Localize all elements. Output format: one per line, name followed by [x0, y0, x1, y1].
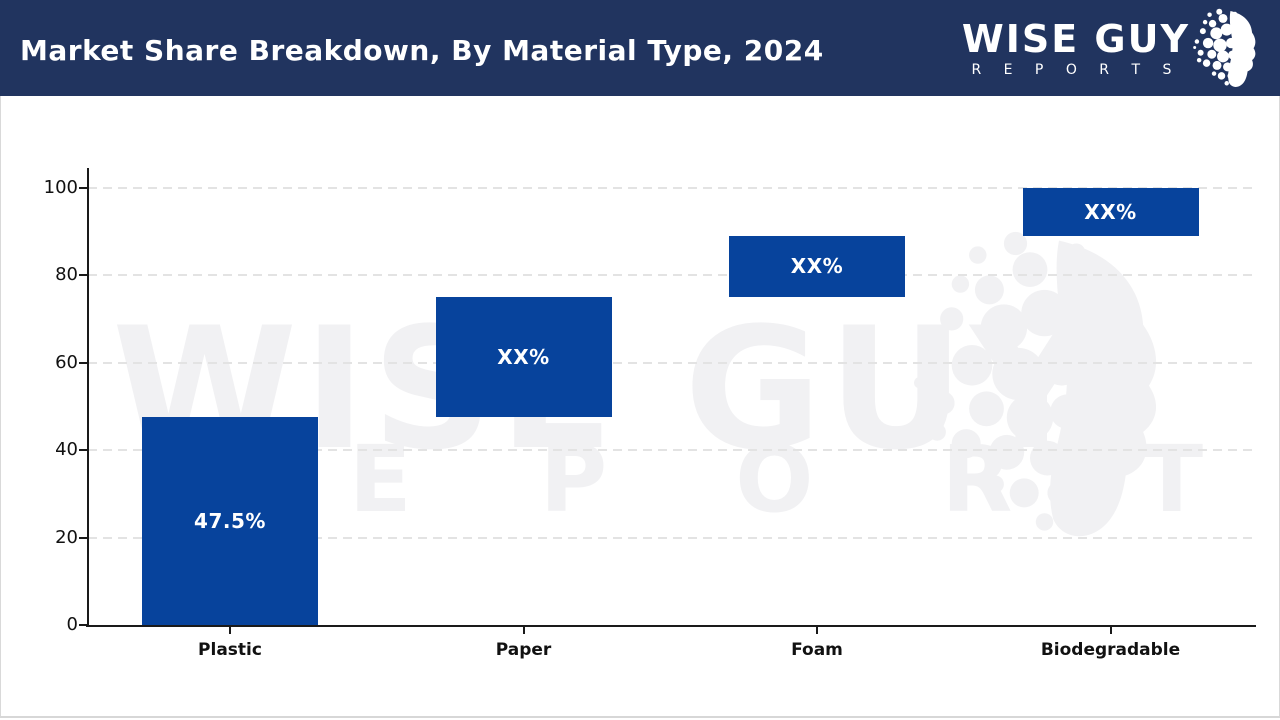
- y-tick-mark: [79, 449, 87, 451]
- y-tick-mark: [79, 186, 87, 189]
- dotted-head-icon: [1193, 8, 1256, 87]
- y-tick-label: 40: [55, 439, 78, 460]
- y-tick-mark: [79, 361, 87, 364]
- bar-value-label: XX%: [1084, 199, 1137, 224]
- header-bar: Market Share Breakdown, By Material Type…: [0, 0, 1280, 96]
- category-label-plastic: Plastic: [198, 640, 262, 660]
- gridline-80: [88, 274, 1256, 276]
- logo-subtitle: R E P O R T S: [971, 61, 1181, 78]
- y-tick-mark: [79, 624, 87, 626]
- bar-foam: XX%: [729, 235, 905, 297]
- category-label-biodegradable: Biodegradable: [1040, 640, 1181, 660]
- y-tick-label: 80: [55, 264, 78, 285]
- left-border: [0, 96, 1, 717]
- x-axis: [86, 625, 1256, 627]
- wise-guy-reports-logo: WISE GUY R E P O R T S: [962, 8, 1262, 90]
- bar-biodegradable: XX%: [1022, 187, 1199, 236]
- gridline-60: [88, 361, 1256, 364]
- chart-area: WISE GUY R E P O R T S 020: [0, 96, 1280, 720]
- logo-text: WISE GUY R E P O R T S: [961, 17, 1190, 78]
- page-title: Market Share Breakdown, By Material Type…: [20, 34, 824, 67]
- bottom-border: [0, 716, 1280, 718]
- gridline-100: [88, 186, 1256, 189]
- bar-value-label: XX%: [497, 345, 550, 370]
- y-tick-mark: [79, 274, 87, 276]
- bar-plastic: 47.5%: [142, 417, 318, 625]
- x-tick-mark: [229, 627, 231, 634]
- x-tick-mark: [522, 627, 525, 634]
- gridline-40: [88, 449, 1256, 451]
- logo-wordmark: WISE GUY: [961, 17, 1190, 62]
- y-axis: [87, 168, 89, 627]
- y-tick-label: 0: [66, 614, 78, 635]
- y-tick-label: 20: [55, 526, 78, 548]
- bar-value-label: XX%: [790, 254, 844, 279]
- x-tick-mark: [1109, 627, 1112, 634]
- y-tick-label: 100: [43, 176, 78, 198]
- x-tick-mark: [816, 627, 818, 634]
- y-tick-mark: [79, 536, 87, 539]
- y-tick-label: 60: [55, 351, 78, 373]
- category-label-paper: Paper: [495, 640, 552, 660]
- bar-value-label: 47.5%: [194, 509, 266, 534]
- gridline-20: [88, 536, 1256, 539]
- category-label-foam: Foam: [791, 640, 843, 660]
- bar-paper: XX%: [435, 296, 612, 418]
